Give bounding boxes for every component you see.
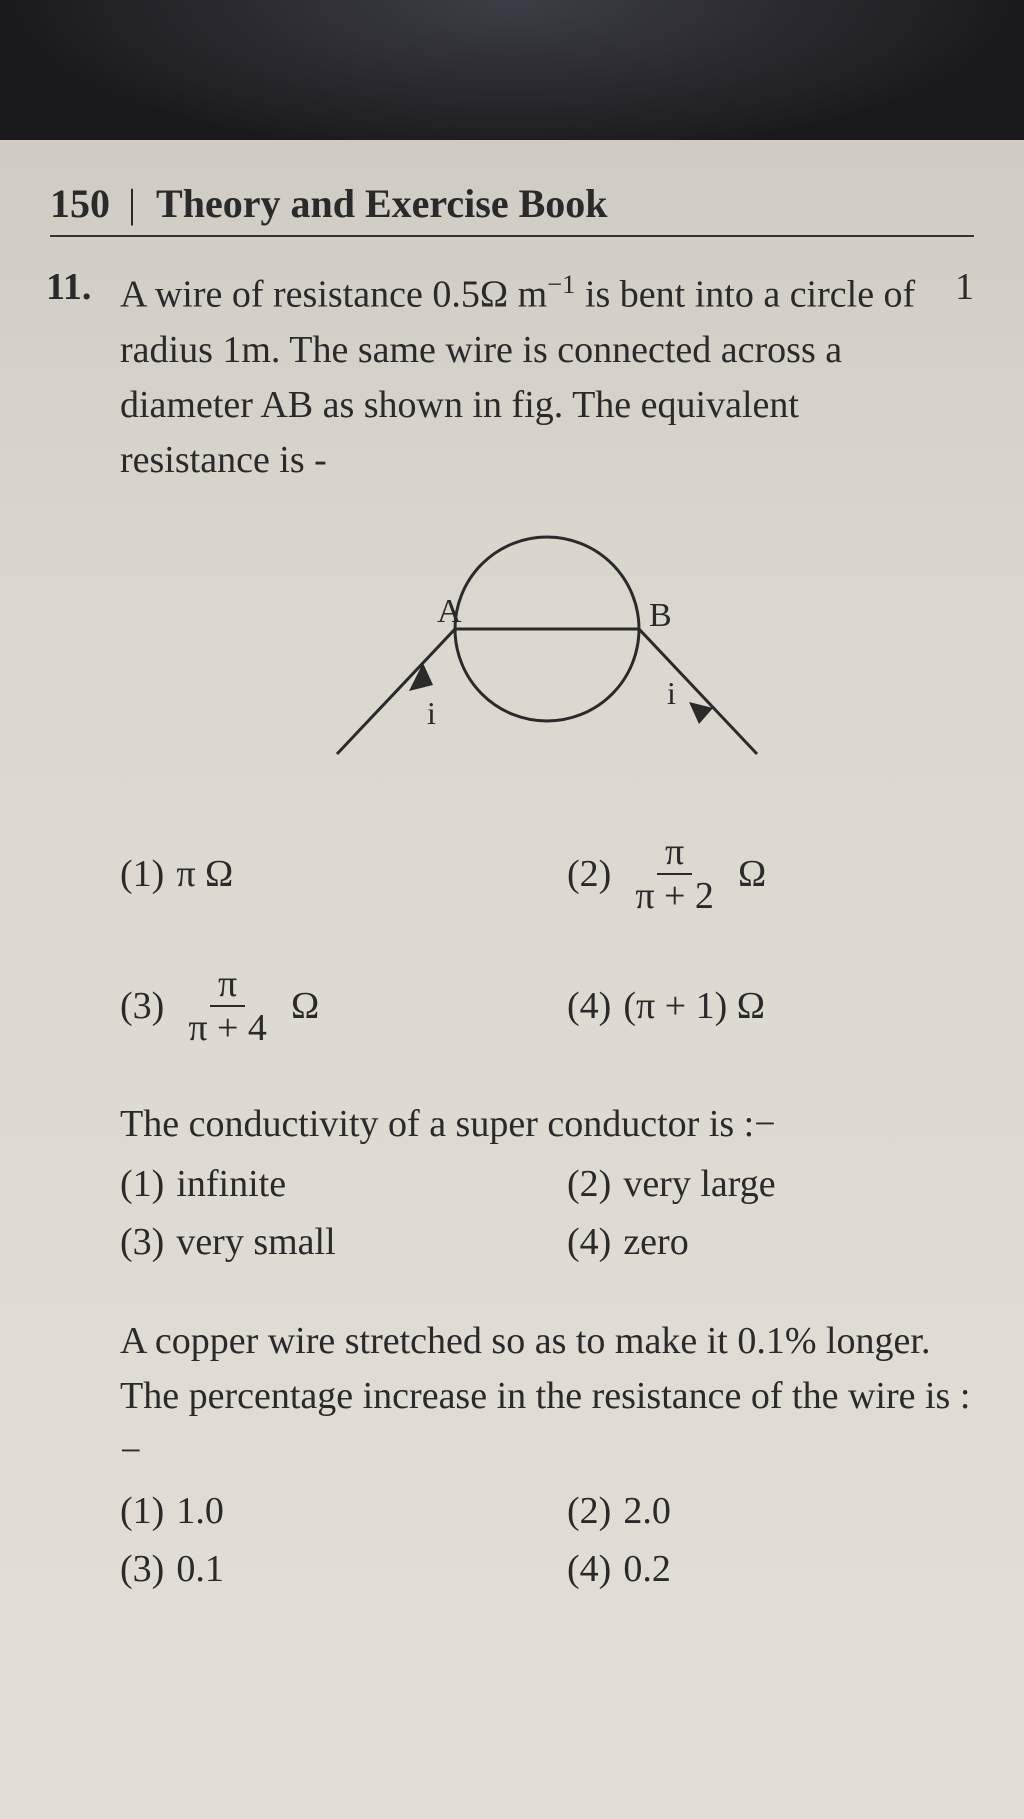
question-text: The conductivity of a super conductor is… <box>120 1097 974 1152</box>
circuit-diagram: A B i i <box>120 524 974 789</box>
question-13: . A copper wire stretched so as to make … <box>40 1314 974 1591</box>
book-page: 150 | Theory and Exercise Book 11. A wir… <box>0 140 1024 1819</box>
question-12: . The conductivity of a super conductor … <box>40 1097 974 1264</box>
option-1: (1) 1.0 <box>120 1489 527 1533</box>
option-2: (2) 2.0 <box>567 1489 974 1533</box>
label-a: A <box>437 593 462 630</box>
label-i-right: i <box>667 675 676 711</box>
fraction: π π + 4 <box>180 965 275 1047</box>
header-divider: | <box>128 180 136 227</box>
option-3: (3) very small <box>120 1220 527 1264</box>
label-i-left: i <box>427 695 436 731</box>
question-11: 11. A wire of resistance 0.5Ω m−1 is ben… <box>40 265 974 1047</box>
question-text: A wire of resistance 0.5Ω m−1 is bent in… <box>120 265 935 488</box>
option-4: (4) zero <box>567 1220 974 1264</box>
right-marker: 1 <box>955 265 974 309</box>
arrow-in-icon <box>409 663 433 691</box>
header-rule <box>50 235 974 237</box>
label-b: B <box>649 597 672 634</box>
photo-dark-background <box>0 0 1024 160</box>
fraction: π π + 2 <box>627 833 722 915</box>
options-grid: (1) infinite (2) very large (3) very sma… <box>120 1162 974 1264</box>
right-lead <box>639 629 757 754</box>
option-4: (4) (π + 1) Ω <box>567 965 974 1047</box>
question-number: 11. <box>40 265 120 309</box>
option-3: (3) π π + 4 Ω <box>120 965 527 1047</box>
option-2: (2) very large <box>567 1162 974 1206</box>
option-1: (1) π Ω <box>120 833 527 915</box>
page-number: 150 <box>50 180 110 227</box>
option-3: (3) 0.1 <box>120 1547 527 1591</box>
option-1: (1) infinite <box>120 1162 527 1206</box>
options-grid: (1) π Ω (2) π π + 2 Ω (3) π π + 4 Ω <box>120 833 974 1047</box>
page-header: 150 | Theory and Exercise Book <box>40 180 974 227</box>
option-2: (2) π π + 2 Ω <box>567 833 974 915</box>
options-grid: (1) 1.0 (2) 2.0 (3) 0.1 (4) 0.2 <box>120 1489 974 1591</box>
diagram-svg: A B i i <box>307 524 787 784</box>
option-4: (4) 0.2 <box>567 1547 974 1591</box>
book-title: Theory and Exercise Book <box>156 180 608 227</box>
question-text: A copper wire stretched so as to make it… <box>120 1314 974 1479</box>
left-lead <box>337 629 455 754</box>
